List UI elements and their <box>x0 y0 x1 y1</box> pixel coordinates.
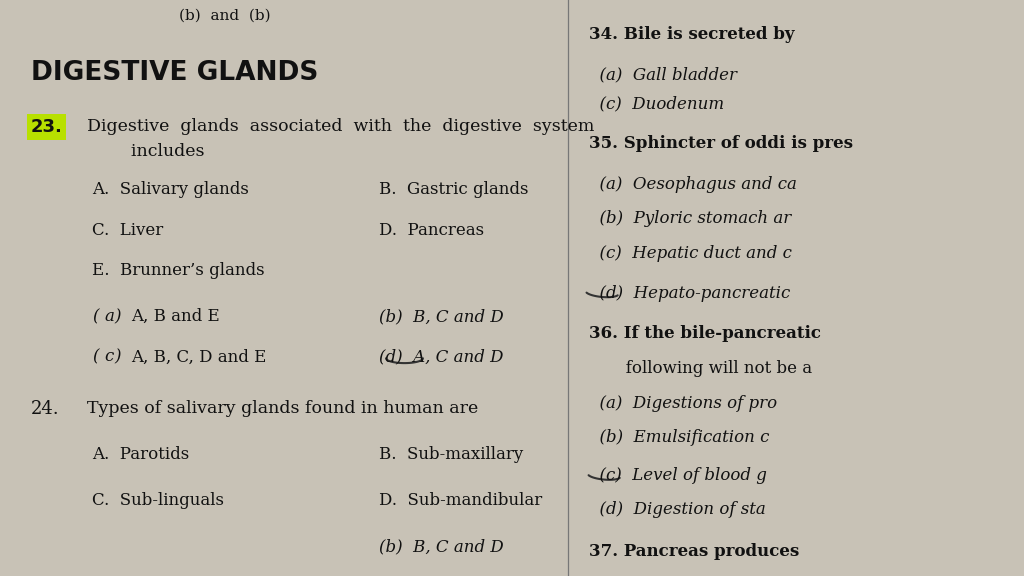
Text: (d)  Hepato-pancreatic: (d) Hepato-pancreatic <box>589 285 791 302</box>
Text: following will not be a: following will not be a <box>589 360 812 377</box>
Text: (c)  Hepatic duct and c: (c) Hepatic duct and c <box>589 245 792 262</box>
Text: C.  Liver: C. Liver <box>92 222 164 239</box>
Text: 34. Bile is secreted by: 34. Bile is secreted by <box>589 26 795 43</box>
Text: B.  Sub-maxillary: B. Sub-maxillary <box>379 446 523 464</box>
Text: 24.: 24. <box>31 400 59 418</box>
Text: (b)  Pyloric stomach ar: (b) Pyloric stomach ar <box>589 210 792 228</box>
Text: 37. Pancreas produces: 37. Pancreas produces <box>589 543 799 560</box>
Text: C.  Sub-linguals: C. Sub-linguals <box>92 492 224 510</box>
Text: ): ) <box>115 308 121 325</box>
Text: A.  Salivary glands: A. Salivary glands <box>92 181 249 199</box>
Text: A, B and E: A, B and E <box>131 308 220 325</box>
Text: E.  Brunner’s glands: E. Brunner’s glands <box>92 262 265 279</box>
Text: Digestive  glands  associated  with  the  digestive  system
        includes: Digestive glands associated with the dig… <box>87 118 594 160</box>
Text: (: ( <box>92 348 98 366</box>
Text: 23.: 23. <box>31 118 62 136</box>
Text: A, B, C, D and E: A, B, C, D and E <box>131 348 266 366</box>
Text: (a)  Gall bladder: (a) Gall bladder <box>589 66 737 84</box>
Text: (b)  and  (b): (b) and (b) <box>179 9 271 22</box>
Text: (d)  A, C and D: (d) A, C and D <box>379 348 504 366</box>
Text: Types of salivary glands found in human are: Types of salivary glands found in human … <box>87 400 478 418</box>
Text: c: c <box>104 348 114 366</box>
Text: (b)  Emulsification c: (b) Emulsification c <box>589 429 769 446</box>
Text: D.  Pancreas: D. Pancreas <box>379 222 484 239</box>
Text: D.  Sub-mandibular: D. Sub-mandibular <box>379 492 542 510</box>
Text: B.  Gastric glands: B. Gastric glands <box>379 181 528 199</box>
Text: (d)  Digestion of sta: (d) Digestion of sta <box>589 501 766 518</box>
Text: (a)  Digestions of pro: (a) Digestions of pro <box>589 395 777 412</box>
Text: 35. Sphincter of oddi is pres: 35. Sphincter of oddi is pres <box>589 135 853 153</box>
Text: ): ) <box>115 348 121 366</box>
Text: (a)  Oesophagus and ca: (a) Oesophagus and ca <box>589 176 797 193</box>
Text: DIGESTIVE GLANDS: DIGESTIVE GLANDS <box>31 60 318 86</box>
Text: a: a <box>104 308 115 325</box>
Text: (c)  Duodenum: (c) Duodenum <box>589 95 724 112</box>
Text: (b)  B, C and D: (b) B, C and D <box>379 539 504 556</box>
Text: (c)  Level of blood g: (c) Level of blood g <box>589 467 767 484</box>
Text: A.  Parotids: A. Parotids <box>92 446 189 464</box>
Text: (b)  B, C and D: (b) B, C and D <box>379 308 504 325</box>
Text: (: ( <box>92 308 98 325</box>
Text: 36. If the bile-pancreatic: 36. If the bile-pancreatic <box>589 325 821 343</box>
